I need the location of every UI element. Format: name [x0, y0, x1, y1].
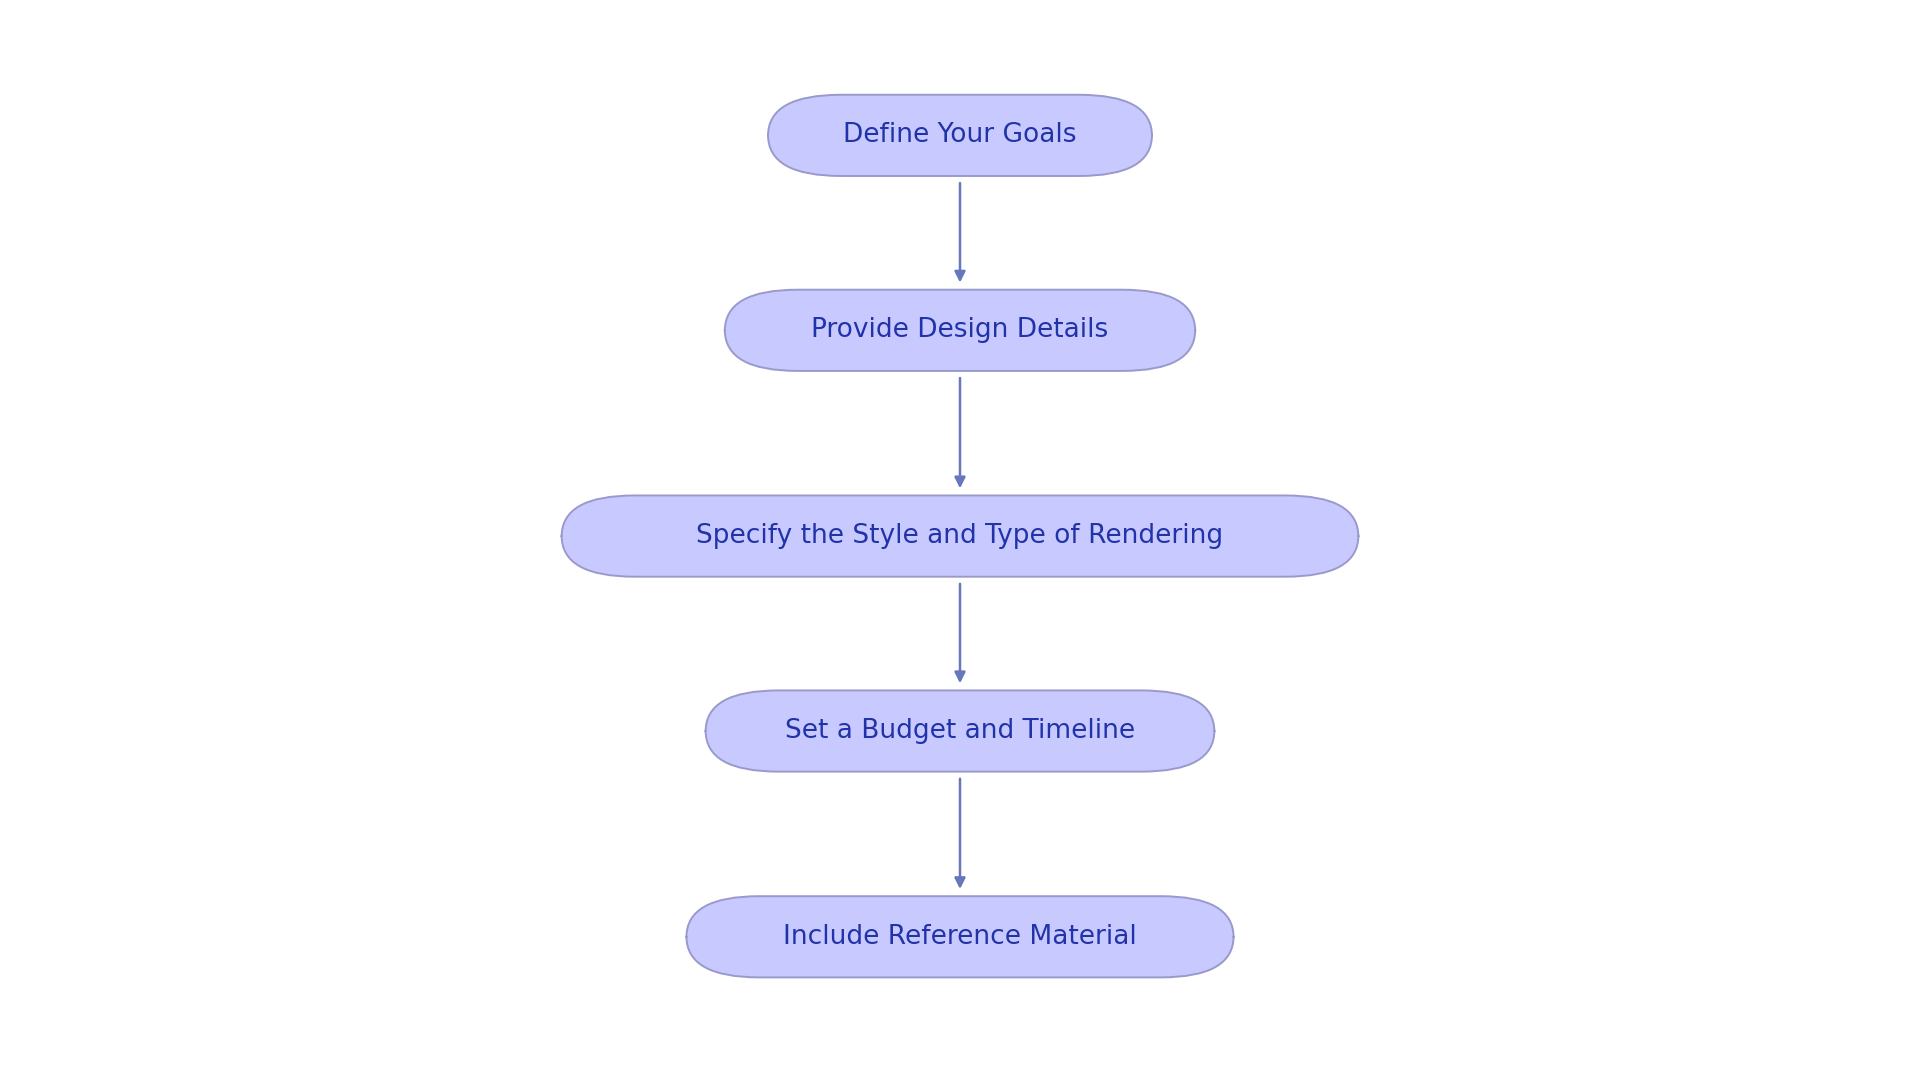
FancyBboxPatch shape: [561, 496, 1359, 576]
FancyBboxPatch shape: [768, 95, 1152, 175]
FancyBboxPatch shape: [707, 691, 1215, 771]
Text: Include Reference Material: Include Reference Material: [783, 924, 1137, 950]
Text: Provide Design Details: Provide Design Details: [812, 317, 1108, 343]
Text: Specify the Style and Type of Rendering: Specify the Style and Type of Rendering: [697, 523, 1223, 549]
Text: Define Your Goals: Define Your Goals: [843, 122, 1077, 148]
Text: Set a Budget and Timeline: Set a Budget and Timeline: [785, 718, 1135, 744]
FancyBboxPatch shape: [687, 897, 1235, 977]
FancyBboxPatch shape: [724, 290, 1194, 370]
